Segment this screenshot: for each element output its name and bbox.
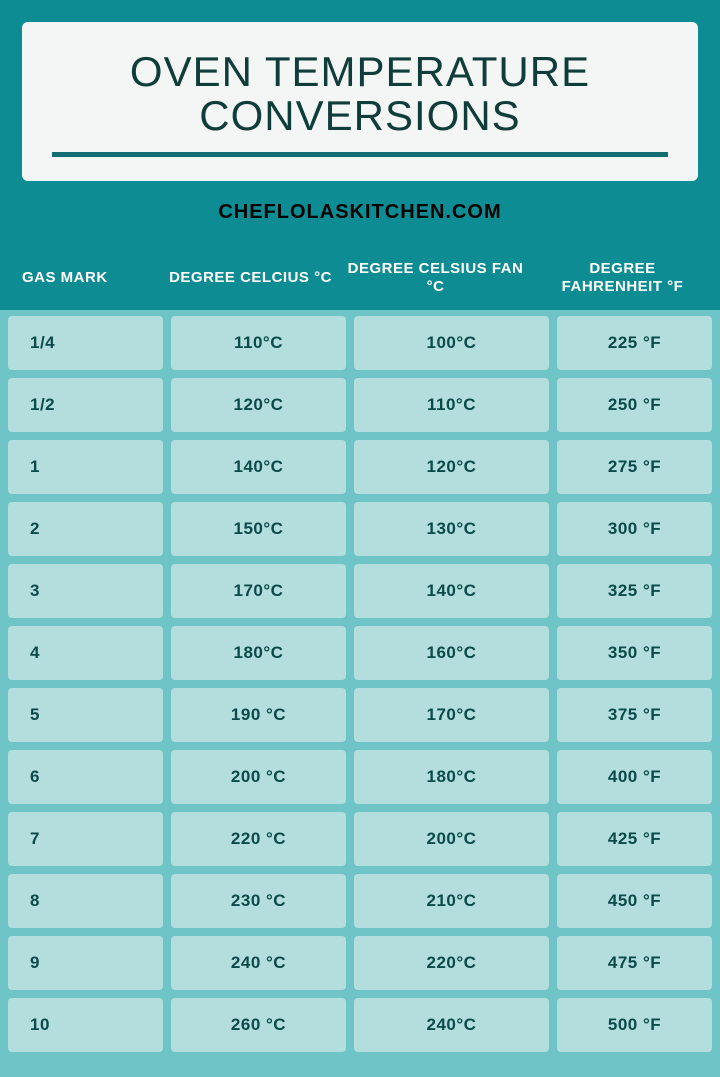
cell-celsius: 260 °C xyxy=(171,998,346,1052)
table-row: 4180°C160°C350 °F xyxy=(8,626,712,680)
cell-celsius_fan: 180°C xyxy=(354,750,549,804)
table-row: 6200 °C180°C400 °F xyxy=(8,750,712,804)
cell-celsius: 240 °C xyxy=(171,936,346,990)
cell-gas_mark: 4 xyxy=(8,626,163,680)
cell-fahrenheit: 275 °F xyxy=(557,440,712,494)
cell-celsius_fan: 240°C xyxy=(354,998,549,1052)
cell-celsius: 180°C xyxy=(171,626,346,680)
cell-gas_mark: 2 xyxy=(8,502,163,556)
cell-celsius_fan: 220°C xyxy=(354,936,549,990)
title-line2: CONVERSIONS xyxy=(42,94,678,138)
cell-gas_mark: 5 xyxy=(8,688,163,742)
table-row: 3170°C140°C325 °F xyxy=(8,564,712,618)
header-celsius: DEGREE CELCIUS °C xyxy=(163,269,338,287)
cell-fahrenheit: 350 °F xyxy=(557,626,712,680)
header-gas-mark: GAS MARK xyxy=(8,269,163,287)
cell-gas_mark: 1/4 xyxy=(8,316,163,370)
table-row: 1/4110°C100°C225 °F xyxy=(8,316,712,370)
table-body: 1/4110°C100°C225 °F1/2120°C110°C250 °F11… xyxy=(0,310,720,1077)
header-block: OVEN TEMPERATURE CONVERSIONS CHEFLOLASKI… xyxy=(0,0,720,246)
cell-celsius_fan: 200°C xyxy=(354,812,549,866)
cell-celsius_fan: 120°C xyxy=(354,440,549,494)
cell-gas_mark: 8 xyxy=(8,874,163,928)
cell-fahrenheit: 500 °F xyxy=(557,998,712,1052)
cell-celsius_fan: 110°C xyxy=(354,378,549,432)
header-fahrenheit: DEGREE FAHRENHEIT °F xyxy=(533,260,712,296)
table-header-row: GAS MARK DEGREE CELCIUS °C DEGREE CELSIU… xyxy=(0,246,720,310)
cell-fahrenheit: 300 °F xyxy=(557,502,712,556)
cell-celsius_fan: 140°C xyxy=(354,564,549,618)
cell-fahrenheit: 475 °F xyxy=(557,936,712,990)
title-card: OVEN TEMPERATURE CONVERSIONS xyxy=(22,22,698,181)
cell-celsius: 140°C xyxy=(171,440,346,494)
site-url: CHEFLOLASKITCHEN.COM xyxy=(22,201,698,224)
cell-celsius_fan: 130°C xyxy=(354,502,549,556)
table-row: 8230 °C210°C450 °F xyxy=(8,874,712,928)
title-line1: OVEN TEMPERATURE xyxy=(42,50,678,94)
cell-gas_mark: 1 xyxy=(8,440,163,494)
cell-fahrenheit: 225 °F xyxy=(557,316,712,370)
cell-fahrenheit: 450 °F xyxy=(557,874,712,928)
cell-gas_mark: 1/2 xyxy=(8,378,163,432)
cell-gas_mark: 6 xyxy=(8,750,163,804)
cell-celsius: 200 °C xyxy=(171,750,346,804)
table-row: 9240 °C220°C475 °F xyxy=(8,936,712,990)
cell-celsius: 190 °C xyxy=(171,688,346,742)
title-divider xyxy=(52,152,668,157)
cell-celsius_fan: 170°C xyxy=(354,688,549,742)
cell-celsius: 220 °C xyxy=(171,812,346,866)
cell-celsius: 120°C xyxy=(171,378,346,432)
cell-celsius: 150°C xyxy=(171,502,346,556)
table-row: 2150°C130°C300 °F xyxy=(8,502,712,556)
cell-gas_mark: 10 xyxy=(8,998,163,1052)
header-celsius-fan: DEGREE CELSIUS FAN °C xyxy=(338,260,533,296)
table-row: 1140°C120°C275 °F xyxy=(8,440,712,494)
cell-gas_mark: 3 xyxy=(8,564,163,618)
cell-gas_mark: 7 xyxy=(8,812,163,866)
cell-celsius_fan: 100°C xyxy=(354,316,549,370)
cell-fahrenheit: 400 °F xyxy=(557,750,712,804)
cell-fahrenheit: 325 °F xyxy=(557,564,712,618)
cell-celsius: 230 °C xyxy=(171,874,346,928)
cell-celsius: 170°C xyxy=(171,564,346,618)
cell-fahrenheit: 375 °F xyxy=(557,688,712,742)
table-row: 5190 °C170°C375 °F xyxy=(8,688,712,742)
cell-fahrenheit: 425 °F xyxy=(557,812,712,866)
cell-celsius: 110°C xyxy=(171,316,346,370)
cell-gas_mark: 9 xyxy=(8,936,163,990)
table-row: 1/2120°C110°C250 °F xyxy=(8,378,712,432)
cell-celsius_fan: 160°C xyxy=(354,626,549,680)
infographic-container: OVEN TEMPERATURE CONVERSIONS CHEFLOLASKI… xyxy=(0,0,720,1077)
table-row: 10260 °C240°C500 °F xyxy=(8,998,712,1052)
table-row: 7220 °C200°C425 °F xyxy=(8,812,712,866)
cell-celsius_fan: 210°C xyxy=(354,874,549,928)
cell-fahrenheit: 250 °F xyxy=(557,378,712,432)
